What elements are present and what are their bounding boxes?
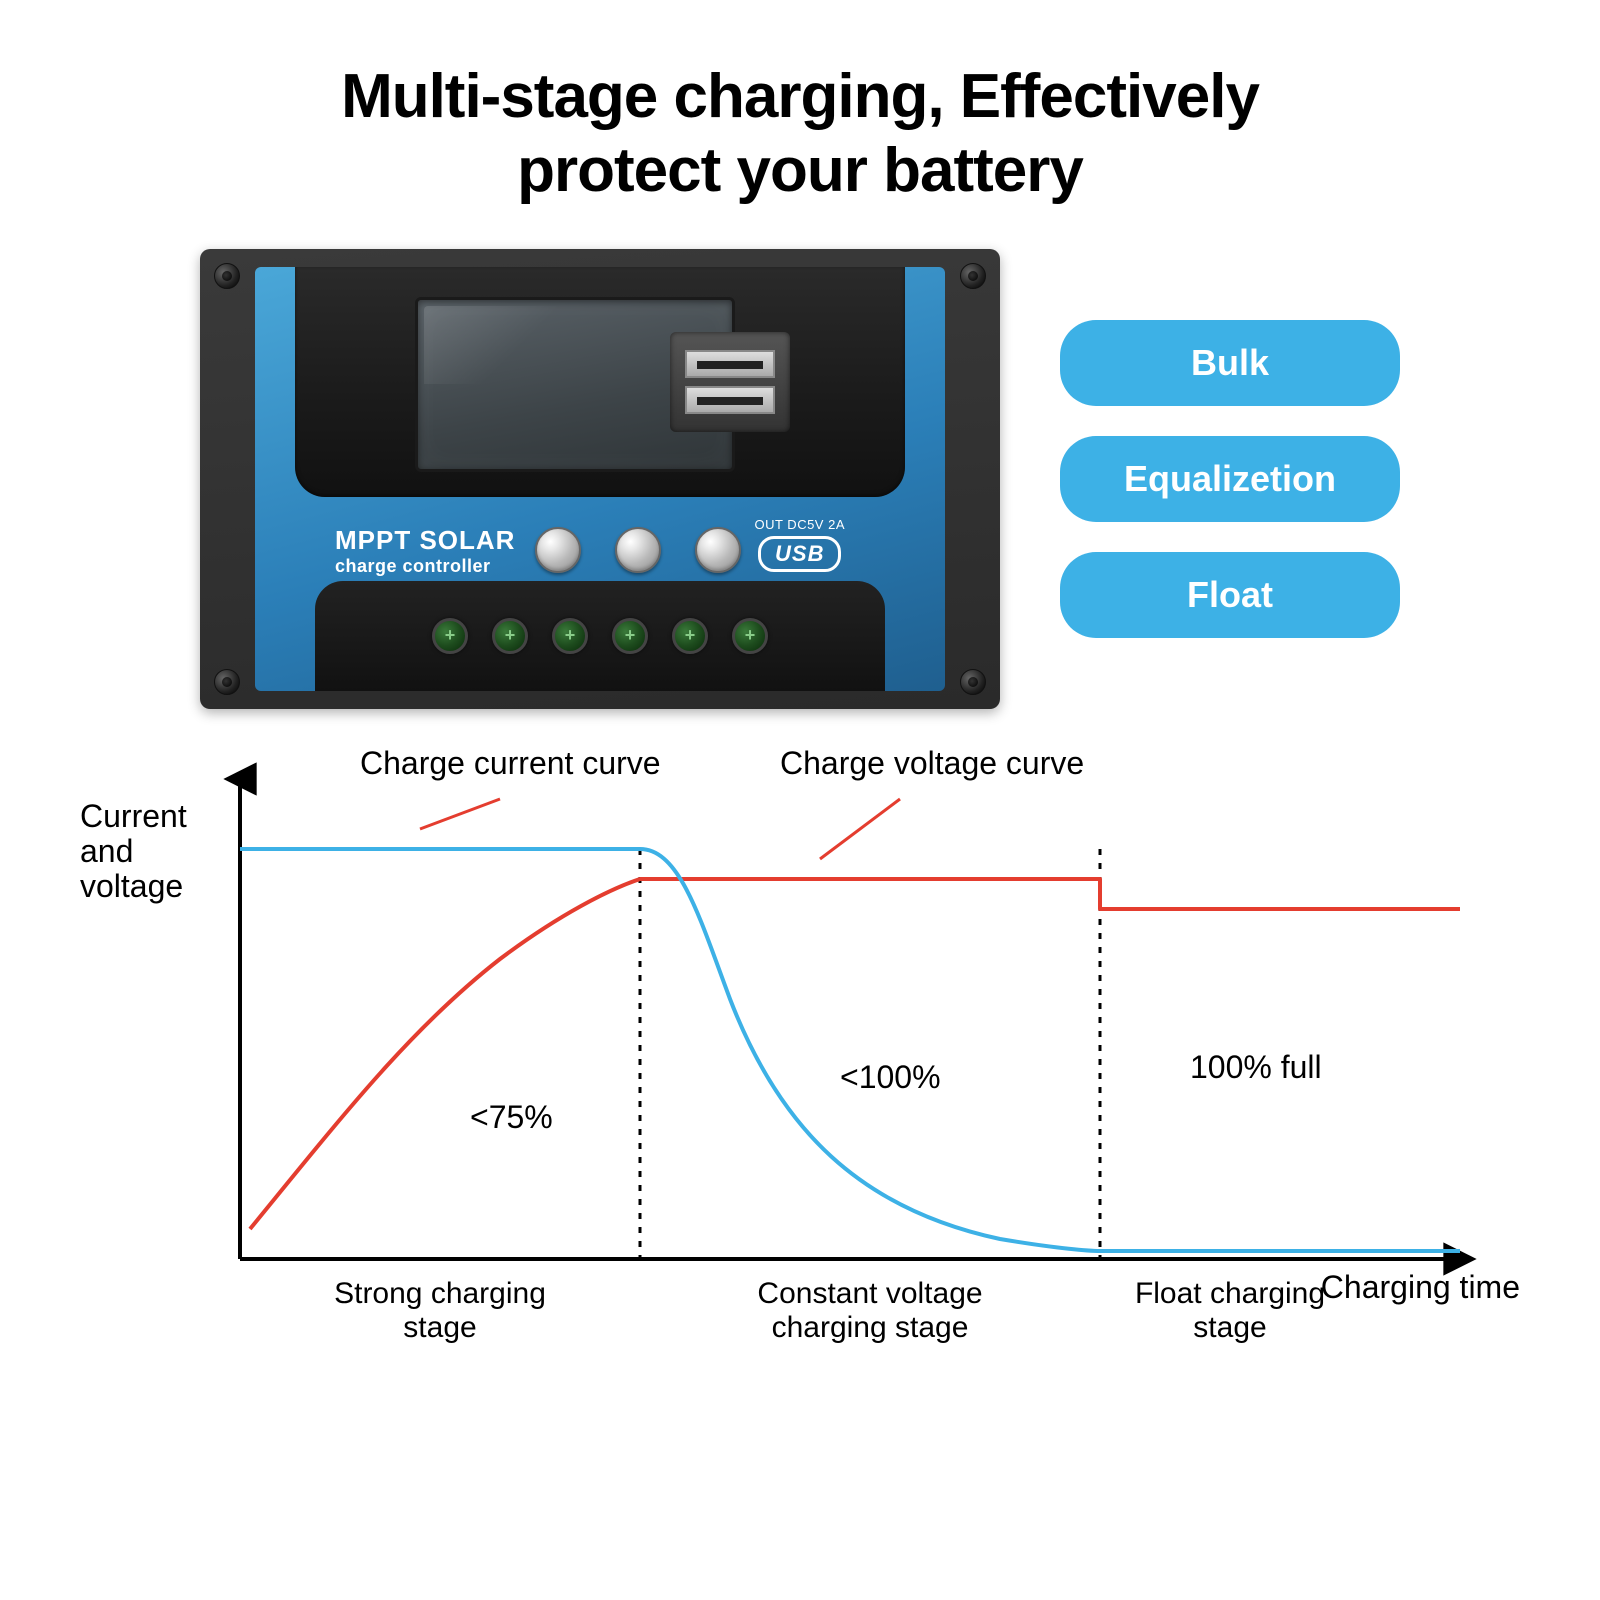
stage-annotation-1: <100%: [840, 1059, 941, 1096]
pill-float: Float: [1060, 552, 1400, 638]
stage-label-2: Float chargingstage: [1080, 1277, 1380, 1346]
legend-current-label: Charge current curve: [360, 745, 661, 782]
usb-port-icon: [685, 386, 775, 414]
device-illustration: MPPT SOLAR charge controller ▣ ▲ ▽! OUT …: [200, 249, 1000, 709]
stage-annotation-2: 100% full: [1190, 1049, 1322, 1086]
terminal-icon: [552, 618, 588, 654]
usb-ports-block: [670, 332, 790, 432]
device-terminal-panel: [315, 581, 885, 691]
device-buttons-row: [535, 527, 741, 573]
title-line-1: Multi-stage charging, Effectively: [341, 62, 1259, 131]
terminal-icon: [492, 618, 528, 654]
pill-equalization: Equalizetion: [1060, 436, 1400, 522]
legend-voltage-label: Charge voltage curve: [780, 745, 1084, 782]
usb-output-spec: OUT DC5V 2A: [754, 517, 845, 532]
device-top-panel: [295, 267, 905, 497]
terminal-icon: [432, 618, 468, 654]
screw-icon: [214, 669, 240, 695]
terminal-icon: [612, 618, 648, 654]
screw-icon: [214, 263, 240, 289]
device-brand-label: MPPT SOLAR charge controller: [335, 525, 515, 577]
device-brand-line1: MPPT SOLAR: [335, 525, 515, 556]
usb-output-label: OUT DC5V 2A USB: [754, 517, 845, 572]
screw-icon: [960, 669, 986, 695]
device-button: [535, 527, 581, 573]
terminal-icon: [732, 618, 768, 654]
device-button: [615, 527, 661, 573]
page-title: Multi-stage charging, Effectively protec…: [80, 60, 1520, 209]
y-axis-label: Current and voltage: [80, 799, 230, 905]
charging-chart: Current and voltage Charging time Charge…: [80, 739, 1520, 1359]
screw-icon: [960, 263, 986, 289]
stage-annotation-0: <75%: [470, 1099, 553, 1136]
product-and-pills-row: MPPT SOLAR charge controller ▣ ▲ ▽! OUT …: [80, 249, 1520, 709]
usb-badge-icon: USB: [758, 536, 841, 572]
y-axis-label-text: Current and voltage: [80, 798, 187, 904]
stage-label-0: Strong chargingstage: [290, 1277, 590, 1346]
device-button: [695, 527, 741, 573]
device-brand-line2: charge controller: [335, 556, 515, 577]
stage-label-1: Constant voltagecharging stage: [720, 1277, 1020, 1346]
stage-pills: Bulk Equalizetion Float: [1060, 320, 1400, 638]
usb-port-icon: [685, 350, 775, 378]
pill-bulk: Bulk: [1060, 320, 1400, 406]
title-line-2: protect your battery: [517, 136, 1083, 205]
device-faceplate: MPPT SOLAR charge controller ▣ ▲ ▽! OUT …: [255, 267, 945, 691]
terminal-icon: [672, 618, 708, 654]
